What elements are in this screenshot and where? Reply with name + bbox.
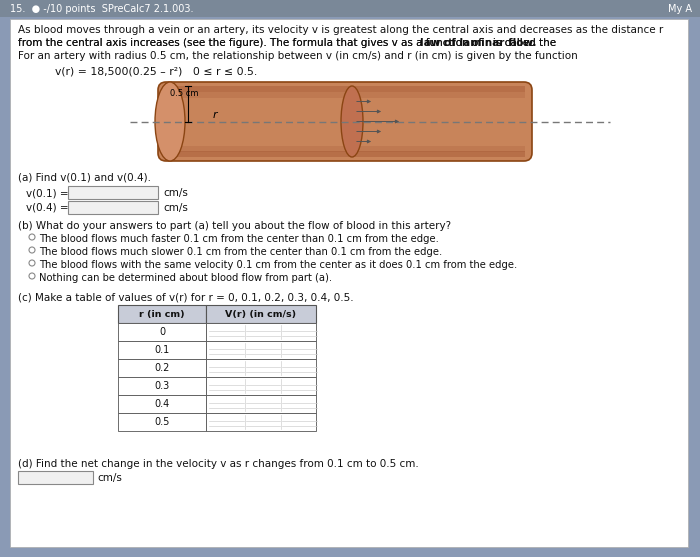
Text: r (in cm): r (in cm) (139, 310, 185, 319)
Text: 0.4: 0.4 (155, 399, 169, 409)
Text: Nothing can be determined about blood flow from part (a).: Nothing can be determined about blood fl… (39, 273, 332, 283)
Bar (118, 323, 206, 341)
Bar (206, 323, 316, 341)
Text: from the central axis increases (see the figure). The formula that gives v as a : from the central axis increases (see the… (18, 38, 559, 48)
Bar (68, 186, 158, 199)
Text: V(r) (in cm/s): V(r) (in cm/s) (225, 310, 297, 319)
Bar (118, 395, 206, 413)
Bar (118, 359, 206, 377)
Text: For an artery with radius 0.5 cm, the relationship between v (in cm/s) and r (in: For an artery with radius 0.5 cm, the re… (18, 51, 578, 61)
Text: (b) What do your answers to part (a) tell you about the flow of blood in this ar: (b) What do your answers to part (a) tel… (18, 221, 451, 231)
Text: My A: My A (668, 3, 692, 13)
Text: cm/s: cm/s (163, 203, 188, 213)
Text: 0.5: 0.5 (154, 417, 169, 427)
Text: 0.5 cm: 0.5 cm (170, 89, 199, 98)
Bar (118, 413, 206, 431)
Text: (a) Find v(0.1) and v(0.4).: (a) Find v(0.1) and v(0.4). (18, 173, 151, 183)
Text: (d) Find the net change in the velocity v as r changes from 0.1 cm to 0.5 cm.: (d) Find the net change in the velocity … (18, 459, 419, 469)
Bar (165, 86, 525, 92)
Text: cm/s: cm/s (163, 188, 188, 198)
Text: 15.  ● -/10 points  SPreCalc7 2.1.003.: 15. ● -/10 points SPreCalc7 2.1.003. (10, 3, 193, 13)
Text: cm/s: cm/s (97, 473, 122, 483)
Text: The blood flows with the same velocity 0.1 cm from the center as it does 0.1 cm : The blood flows with the same velocity 0… (39, 260, 517, 270)
Bar (206, 413, 316, 431)
Text: r: r (213, 110, 218, 120)
Text: The blood flows much slower 0.1 cm from the center than 0.1 cm from the edge.: The blood flows much slower 0.1 cm from … (39, 247, 442, 257)
Bar (18, 471, 93, 484)
Bar (165, 151, 525, 157)
Text: 0.3: 0.3 (155, 381, 169, 391)
Text: (c) Make a table of values of v(r) for r = 0, 0.1, 0.2, 0.3, 0.4, 0.5.: (c) Make a table of values of v(r) for r… (18, 292, 354, 302)
Ellipse shape (341, 86, 363, 157)
Bar (206, 377, 316, 395)
Bar (206, 305, 316, 323)
Bar (206, 359, 316, 377)
Bar (118, 377, 206, 395)
Bar (165, 146, 525, 152)
Bar (118, 305, 206, 323)
Bar (68, 201, 158, 214)
Text: 0: 0 (159, 327, 165, 337)
Text: The blood flows much faster 0.1 cm from the center than 0.1 cm from the edge.: The blood flows much faster 0.1 cm from … (39, 234, 439, 244)
Bar (165, 92, 525, 98)
Bar (206, 395, 316, 413)
Bar (0, 0, 700, 17)
Text: v(0.1) =: v(0.1) = (26, 188, 69, 198)
Text: from the central axis increases (see the figure). The formula that gives v as a : from the central axis increases (see the… (18, 38, 661, 48)
Ellipse shape (155, 82, 185, 161)
Text: 0.1: 0.1 (155, 345, 169, 355)
Text: 0.2: 0.2 (154, 363, 169, 373)
Bar (206, 341, 316, 359)
Text: v(0.4) =: v(0.4) = (26, 203, 69, 213)
Text: from the central axis increases (see the figure). The formula that gives v as a : from the central axis increases (see the… (18, 38, 559, 48)
Text: law of laminar flow.: law of laminar flow. (420, 38, 536, 48)
FancyBboxPatch shape (158, 82, 532, 161)
Bar (118, 341, 206, 359)
Text: v(r) = 18,500(0.25 – r²)   0 ≤ r ≤ 0.5.: v(r) = 18,500(0.25 – r²) 0 ≤ r ≤ 0.5. (55, 66, 258, 76)
Text: As blood moves through a vein or an artery, its velocity v is greatest along the: As blood moves through a vein or an arte… (18, 25, 664, 35)
